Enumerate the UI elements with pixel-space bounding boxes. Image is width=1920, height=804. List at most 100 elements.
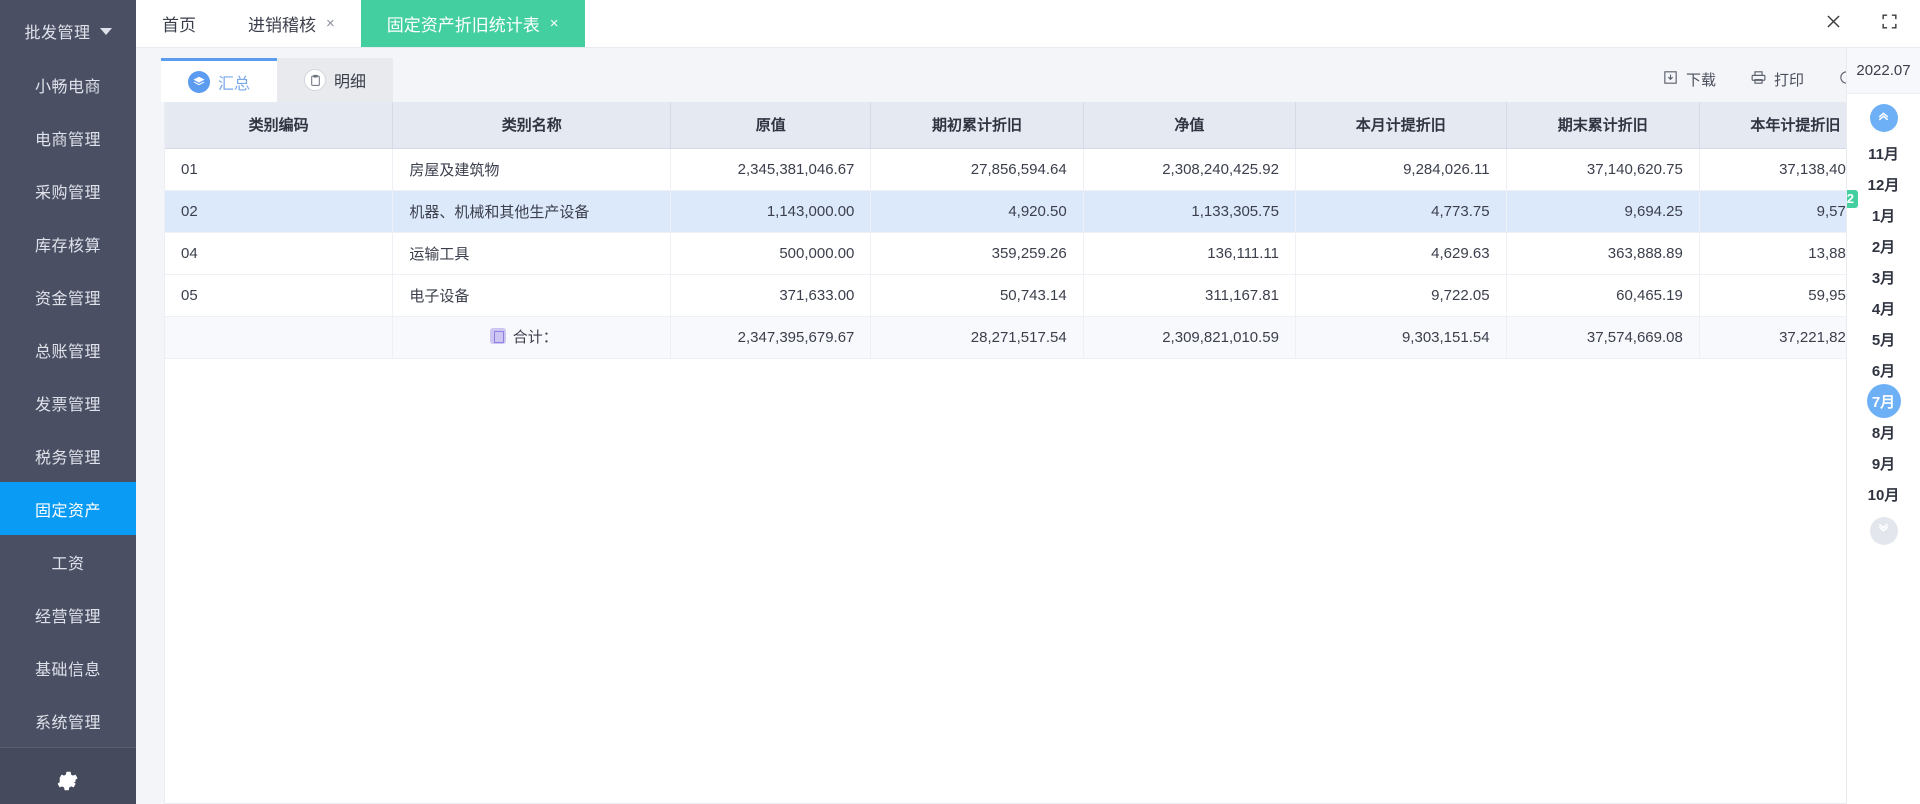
sidebar-item-3[interactable]: 采购管理 bbox=[0, 164, 136, 217]
sidebar-item-label: 系统管理 bbox=[34, 714, 101, 732]
sidebar-item-13[interactable]: 系统管理 bbox=[0, 694, 136, 747]
month-label: 8月 bbox=[1871, 424, 1896, 442]
sidebar-item-9[interactable]: 固定资产 bbox=[0, 482, 136, 535]
cell-code: 05 bbox=[165, 274, 394, 317]
sidebar-item-4[interactable]: 库存核算 bbox=[0, 217, 136, 270]
view-tab-0[interactable]: 汇总 bbox=[161, 58, 278, 102]
sidebar-item-2[interactable]: 电商管理 bbox=[0, 111, 136, 164]
sidebar-item-12[interactable]: 基础信息 bbox=[0, 641, 136, 694]
sidebar-item-11[interactable]: 经营管理 bbox=[0, 588, 136, 641]
month-label: 5月 bbox=[1871, 331, 1896, 349]
table-col-header-5[interactable]: 本月计提折旧 bbox=[1295, 102, 1507, 149]
month-item-5[interactable]: 4月 bbox=[1847, 294, 1920, 322]
gear-icon bbox=[57, 770, 79, 792]
view-tabs: 汇总 明细 bbox=[161, 58, 394, 102]
tab-1[interactable]: 进销稽核 × bbox=[222, 0, 361, 47]
month-label: 7月 bbox=[1866, 384, 1901, 418]
cell-original_value: 2,345,381,046.67 bbox=[670, 148, 872, 191]
cell-begin_accum_depr: 50,743.14 bbox=[870, 274, 1084, 317]
cell-net_value: 1,133,305.75 bbox=[1083, 190, 1297, 233]
cell-month_depr: 9,722.05 bbox=[1295, 274, 1507, 317]
table-row[interactable]: 04 运输工具 500,000.00 359,259.26 136,111.11 4,62… bbox=[165, 232, 1891, 275]
download-button[interactable]: 下载 bbox=[1662, 69, 1716, 90]
sidebar-item-0[interactable]: 批发管理 bbox=[0, 4, 136, 58]
month-item-0[interactable]: 11月 bbox=[1847, 139, 1920, 167]
month-item-1[interactable]: 12月 bbox=[1847, 170, 1920, 198]
chevron-down-icon bbox=[99, 27, 112, 35]
tab-2[interactable]: 固定资产折旧统计表 × bbox=[360, 0, 585, 47]
month-item-2[interactable]: 1月 2022 bbox=[1847, 190, 1920, 229]
total-label-text: 合计： bbox=[512, 328, 558, 346]
month-label: 10月 bbox=[1867, 486, 1900, 504]
month-label: 6月 bbox=[1871, 362, 1896, 380]
view-tab-1[interactable]: 明细 bbox=[277, 58, 394, 102]
table-total-row: 合计： 2,347,395,679.67 28,271,517.54 2,309,82… bbox=[165, 316, 1891, 359]
month-item-6[interactable]: 5月 bbox=[1847, 325, 1920, 353]
tab-close-icon[interactable]: × bbox=[326, 15, 335, 32]
table-col-header-2[interactable]: 原值 bbox=[670, 102, 872, 149]
month-item-3[interactable]: 2月 bbox=[1847, 232, 1920, 260]
sidebar-item-5[interactable]: 资金管理 bbox=[0, 270, 136, 323]
month-item-7[interactable]: 6月 bbox=[1847, 356, 1920, 384]
chevron-up-icon bbox=[1875, 107, 1892, 129]
cell-net_value: 136,111.11 bbox=[1083, 232, 1297, 275]
depreciation-table: 类别编码 类别名称 原值 期初累计折旧 净值 本月计提折旧 期末累计折旧 本年计提折旧 01 房… bbox=[165, 102, 1891, 359]
table-header-row: 类别编码 类别名称 原值 期初累计折旧 净值 本月计提折旧 期末累计折旧 本年计提折旧 bbox=[165, 102, 1891, 149]
month-item-4[interactable]: 3月 bbox=[1847, 263, 1920, 291]
close-window-button[interactable] bbox=[1816, 7, 1850, 41]
month-item-9[interactable]: 8月 bbox=[1847, 418, 1920, 446]
scroll-up-button[interactable] bbox=[1869, 104, 1898, 132]
cell-end_accum_depr: 37,140,620.75 bbox=[1506, 148, 1700, 191]
clipboard-icon bbox=[304, 69, 327, 91]
month-item-8[interactable]: 7月 bbox=[1847, 384, 1920, 418]
sidebar-item-label: 总账管理 bbox=[34, 343, 101, 361]
cell-code: 02 bbox=[165, 190, 394, 233]
print-button[interactable]: 打印 bbox=[1750, 69, 1804, 90]
cell-end_accum_depr: 363,888.89 bbox=[1506, 232, 1700, 275]
table-row[interactable]: 02 机器、机械和其他生产设备 1,143,000.00 4,920.50 1,133,… bbox=[165, 190, 1891, 233]
month-label: 3月 bbox=[1871, 269, 1896, 287]
month-item-10[interactable]: 9月 bbox=[1847, 449, 1920, 477]
table-row[interactable]: 01 房屋及建筑物 2,345,381,046.67 27,856,594.64 2,3… bbox=[165, 148, 1891, 191]
scroll-down-button[interactable] bbox=[1869, 517, 1898, 545]
view-tab-label: 明细 bbox=[334, 74, 367, 91]
month-label: 1月 bbox=[1871, 207, 1896, 225]
table-col-header-3[interactable]: 期初累计折旧 bbox=[870, 102, 1084, 149]
close-icon bbox=[1824, 12, 1843, 36]
table-col-header-0[interactable]: 类别编码 bbox=[165, 102, 394, 149]
sidebar-item-6[interactable]: 总账管理 bbox=[0, 323, 136, 376]
sidebar-settings-button[interactable] bbox=[0, 747, 136, 804]
sidebar-item-label: 工资 bbox=[51, 555, 85, 573]
fullscreen-icon bbox=[1880, 12, 1899, 36]
tab-label: 固定资产折旧统计表 bbox=[386, 16, 540, 35]
month-label: 4月 bbox=[1871, 300, 1896, 318]
table-col-header-4[interactable]: 净值 bbox=[1083, 102, 1297, 149]
printer-icon bbox=[1750, 69, 1767, 90]
table-col-header-6[interactable]: 期末累计折旧 bbox=[1506, 102, 1700, 149]
tab-0[interactable]: 首页 bbox=[136, 0, 222, 47]
tab-close-icon[interactable]: × bbox=[549, 15, 559, 32]
report-page: 汇总 明细 下载 bbox=[136, 48, 1920, 804]
cell-begin_accum_depr: 27,856,594.64 bbox=[870, 148, 1084, 191]
tab-label: 进销稽核 bbox=[248, 16, 316, 35]
window-controls bbox=[1816, 0, 1920, 47]
cell-original_value: 500,000.00 bbox=[670, 232, 872, 275]
sidebar-item-10[interactable]: 工资 bbox=[0, 535, 136, 588]
sidebar-item-label: 基础信息 bbox=[34, 661, 101, 679]
cell-total-month_depr: 9,303,151.54 bbox=[1295, 316, 1507, 359]
cell-month_depr: 4,629.63 bbox=[1295, 232, 1507, 275]
fullscreen-button[interactable] bbox=[1872, 7, 1906, 41]
download-label: 下载 bbox=[1685, 72, 1716, 89]
sidebar-item-7[interactable]: 发票管理 bbox=[0, 376, 136, 429]
sidebar-item-8[interactable]: 税务管理 bbox=[0, 429, 136, 482]
sidebar-item-label: 电商管理 bbox=[34, 131, 101, 149]
month-list: 11月 12月 1月 2022 2月 3月 4月 5月 6月 7月 8月 9月 10月 bbox=[1846, 94, 1920, 804]
download-icon bbox=[1662, 69, 1679, 90]
sidebar-item-1[interactable]: 小畅电商 bbox=[0, 58, 136, 111]
date-value-display[interactable]: 2022.07 bbox=[1846, 48, 1920, 94]
table-col-header-1[interactable]: 类别名称 bbox=[392, 102, 672, 149]
table-head: 类别编码 类别名称 原值 期初累计折旧 净值 本月计提折旧 期末累计折旧 本年计提折旧 bbox=[165, 102, 1891, 149]
month-item-11[interactable]: 10月 bbox=[1847, 480, 1920, 508]
table-row[interactable]: 05 电子设备 371,633.00 50,743.14 311,167.81 9,722… bbox=[165, 274, 1891, 317]
